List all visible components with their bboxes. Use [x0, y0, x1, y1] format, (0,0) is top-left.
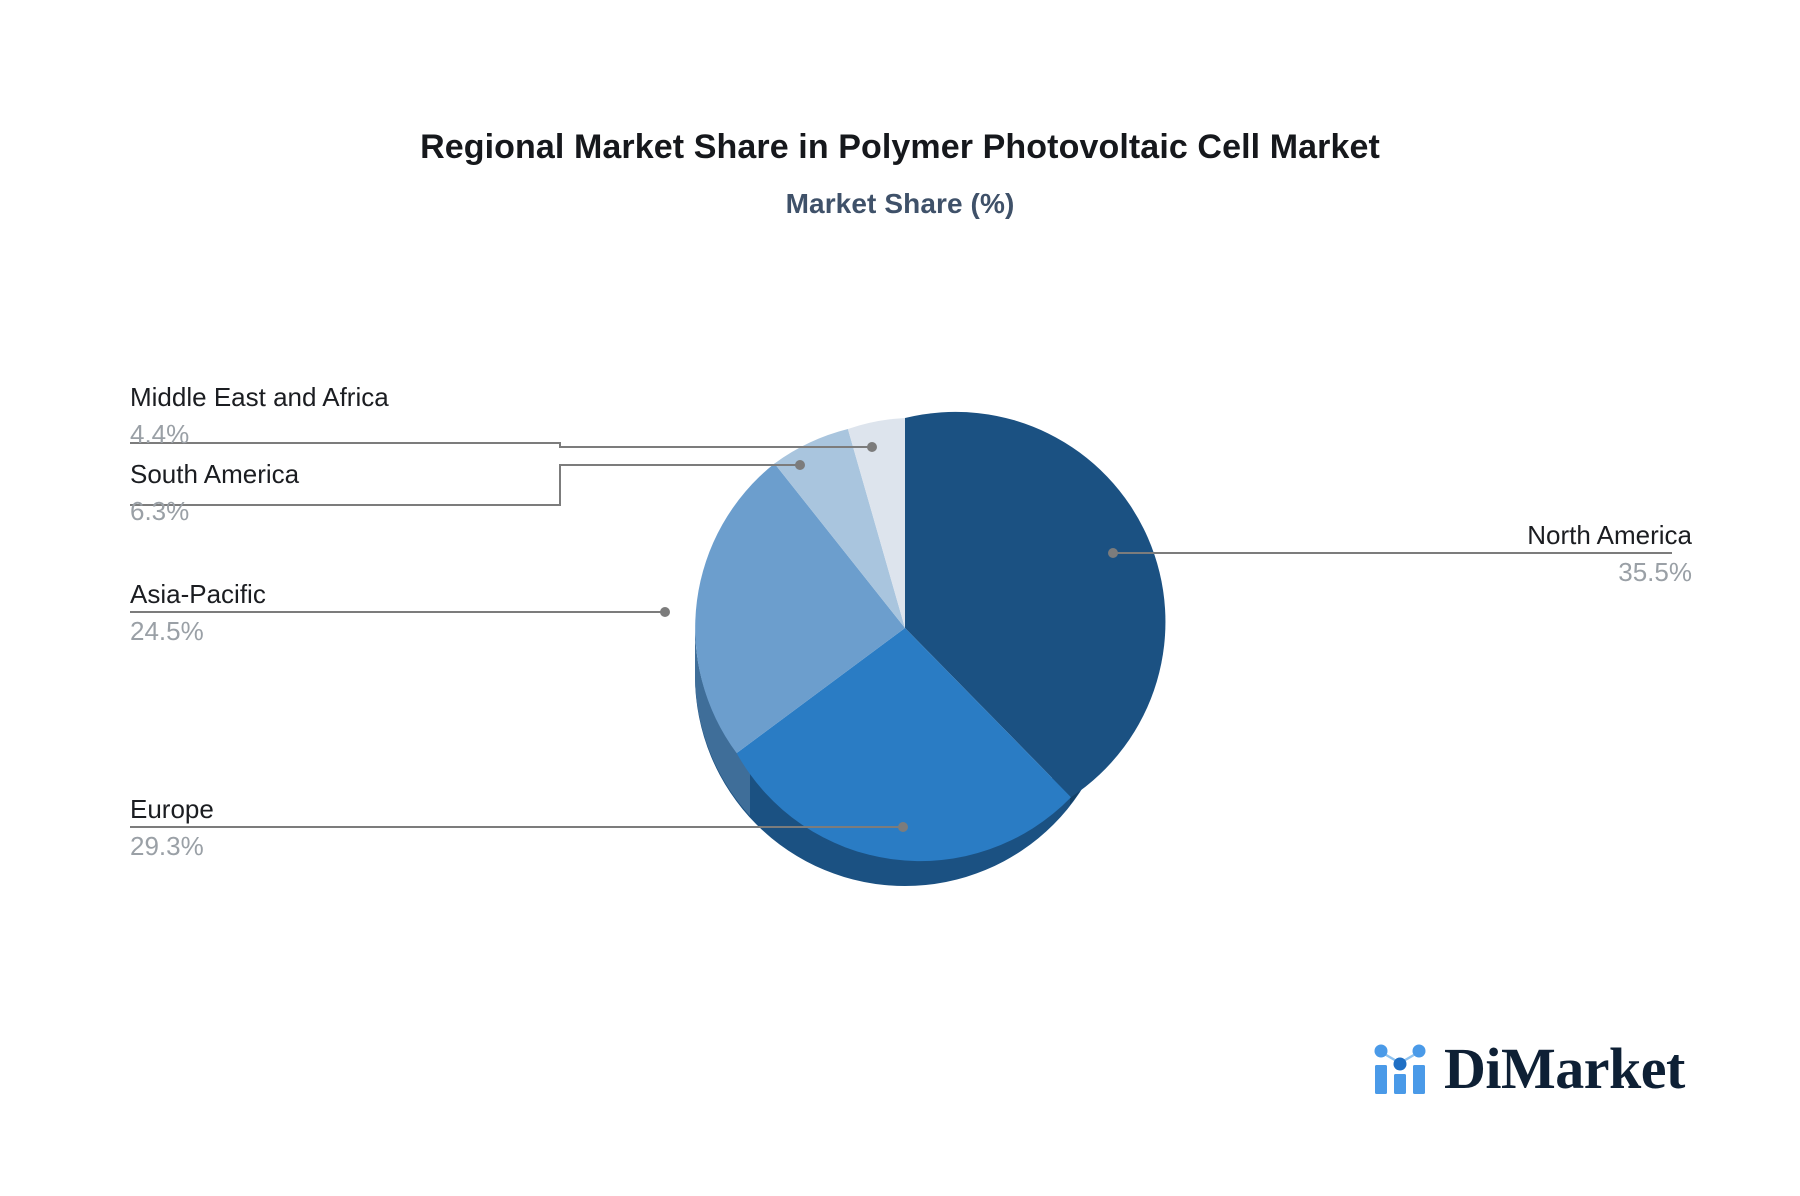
leader-line-south-america — [130, 464, 800, 506]
bar-chart-icon — [1374, 1044, 1426, 1094]
pie-slice-europe[interactable] — [736, 628, 1071, 862]
logo-wordmark: DiMarket — [1444, 1036, 1685, 1101]
pie-slices — [695, 411, 1166, 862]
pie-slice-north-america[interactable] — [905, 411, 1166, 798]
callout-europe[interactable]: Europe 29.3% — [130, 792, 214, 863]
page-title: Regional Market Share in Polymer Photovo… — [420, 128, 1380, 166]
leader-lines — [130, 442, 1672, 832]
pie-slice-middle-east-and-africa[interactable] — [847, 418, 905, 628]
callout-north-america[interactable]: North America 35.5% — [1527, 518, 1692, 589]
leader-dot-south-america — [795, 460, 805, 470]
leader-dot-europe — [898, 822, 908, 832]
leader-dot-asia-pacific — [660, 607, 670, 617]
callout-label-north-america: North America — [1527, 520, 1692, 550]
leader-dot-north-america — [1108, 548, 1118, 558]
callout-value-europe: 29.3% — [130, 831, 204, 861]
callout-value-south-america: 6.3% — [130, 496, 190, 526]
pie-slice-asia-pacific[interactable] — [695, 463, 905, 754]
dimarket-logo: DiMarket — [1372, 1040, 1685, 1098]
callout-middle-east-and-africa[interactable]: Middle East and Africa 4.4% — [130, 380, 389, 451]
callout-label-europe: Europe — [130, 794, 214, 824]
chart-subtitle: Market Share (%) — [785, 188, 1015, 219]
callout-south-america[interactable]: South America 6.3% — [130, 457, 299, 528]
callout-value-mea: 4.4% — [130, 419, 190, 449]
callout-asia-pacific[interactable]: Asia-Pacific 24.5% — [130, 577, 266, 648]
callout-value-asia-pacific: 24.5% — [130, 616, 204, 646]
pie-slice-south-america[interactable] — [774, 429, 906, 628]
callout-label-south-america: South America — [130, 459, 300, 489]
callout-label-mea: Middle East and Africa — [130, 382, 389, 412]
leader-dot-mea — [867, 442, 877, 452]
callout-label-asia-pacific: Asia-Pacific — [130, 579, 266, 609]
callout-value-north-america: 35.5% — [1618, 557, 1692, 587]
leader-line-mea — [130, 442, 872, 448]
